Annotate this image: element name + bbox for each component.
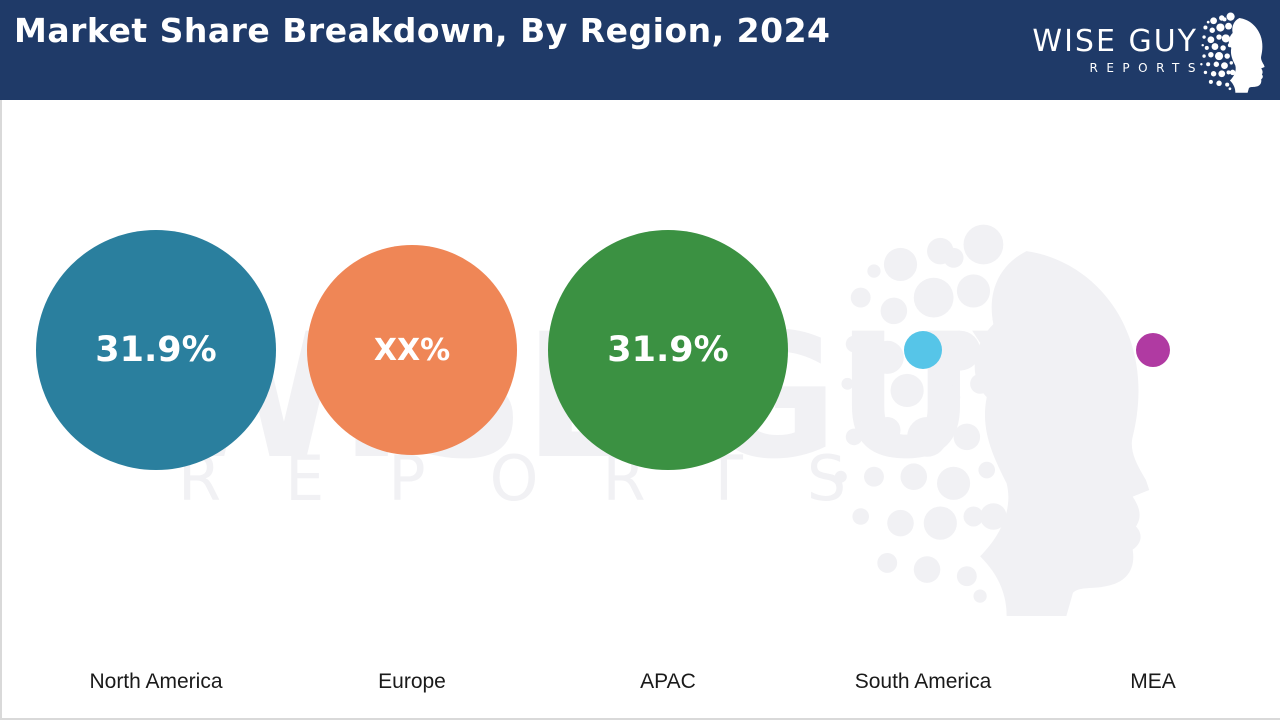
watermark-reports-text: REPORTS <box>178 442 911 515</box>
region-label-mea: MEA <box>1130 670 1176 693</box>
wise-guy-reports-logo: WISE GUY REPORTS <box>1030 6 1270 96</box>
bubble-value-label: 31.9% <box>95 330 217 370</box>
dotted-head-logo-icon <box>1200 12 1265 93</box>
bubble-value-label: XX% <box>373 332 451 368</box>
bubble-europe: XX% <box>307 245 517 455</box>
logo-wise-guy-text: WISE GUY <box>1032 24 1198 59</box>
watermark-head-icon <box>834 224 1150 616</box>
page-title: Market Share Breakdown, By Region, 2024 <box>14 11 831 50</box>
logo-text: WISE GUY REPORTS <box>1032 24 1198 75</box>
bubble-south-america <box>904 331 942 369</box>
header-bar: Market Share Breakdown, By Region, 2024 … <box>0 0 1280 100</box>
bubble-mea <box>1136 333 1170 367</box>
chart-area: WISE GUY REPORTS 31.9%North AmericaXX%Eu… <box>0 100 1280 720</box>
bubble-north-america: 31.9% <box>36 230 276 470</box>
region-label-north-america: North America <box>89 670 223 693</box>
region-label-south-america: South America <box>854 670 992 693</box>
bubble-apac: 31.9% <box>548 230 788 470</box>
logo-reports-text: REPORTS <box>1089 61 1204 75</box>
region-label-apac: APAC <box>640 670 696 693</box>
bubble-value-label: 31.9% <box>607 330 729 370</box>
region-label-europe: Europe <box>378 670 446 693</box>
